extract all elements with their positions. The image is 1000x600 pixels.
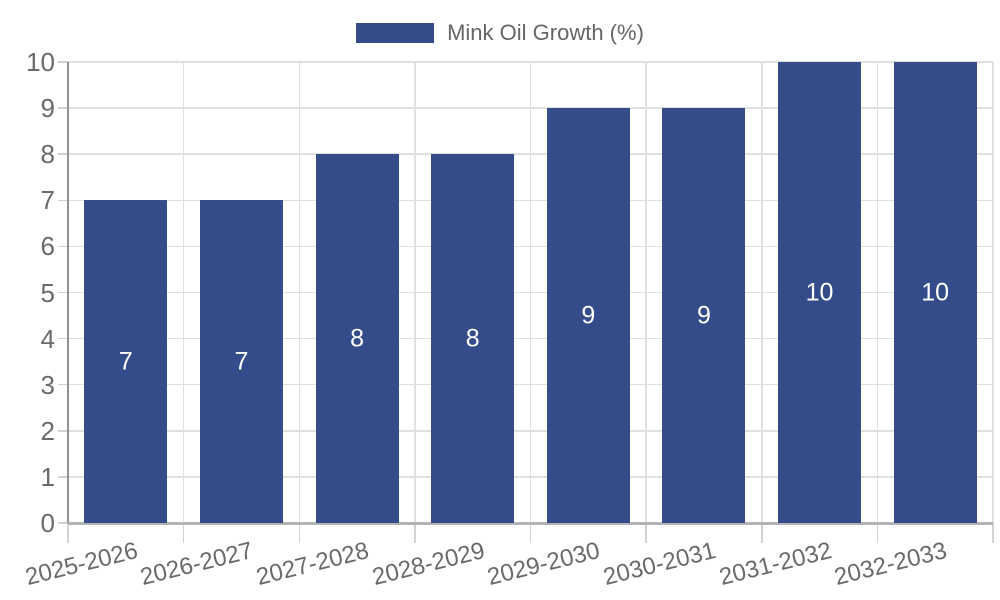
h-gridline (68, 291, 993, 294)
y-axis-tick (58, 337, 68, 340)
y-axis-line (67, 62, 69, 523)
y-axis-tick (58, 153, 68, 155)
h-gridline (68, 430, 993, 432)
y-axis-tick (58, 522, 68, 524)
y-axis-tick (58, 245, 68, 248)
bar-value-label: 7 (118, 347, 133, 376)
bar: 9 (546, 108, 630, 523)
y-axis-tick (58, 291, 68, 294)
y-tick-label: 10 (26, 47, 55, 77)
y-tick-label: 4 (40, 323, 55, 354)
y-tick-label: 9 (40, 93, 55, 124)
bar: 7 (199, 200, 283, 523)
y-axis-tick (58, 61, 68, 63)
bar: 9 (662, 108, 746, 523)
x-axis-tick (645, 523, 647, 543)
v-gridline (992, 62, 994, 523)
legend-label[interactable]: Mink Oil Growth (%) (447, 20, 644, 45)
h-gridline (68, 245, 993, 248)
y-tick-label: 2 (40, 415, 55, 446)
x-axis-tick (529, 523, 532, 543)
bar-value-label: 7 (234, 347, 249, 376)
y-tick-label: 3 (40, 369, 55, 400)
bar-value-label: 9 (696, 301, 711, 330)
legend: Mink Oil Growth (%) (0, 21, 1000, 45)
h-gridline (68, 107, 993, 109)
y-tick-label: 8 (40, 139, 55, 170)
y-axis-tick (58, 383, 68, 386)
bar-value-label: 10 (805, 278, 834, 306)
h-gridline (68, 61, 993, 63)
bar-value-label: 9 (581, 301, 596, 330)
h-gridline (68, 383, 993, 386)
x-axis-tick (876, 523, 879, 543)
bar: 10 (893, 62, 977, 523)
y-tick-label: 1 (40, 461, 55, 492)
y-tick-label: 7 (40, 185, 55, 216)
x-axis-tick (992, 523, 994, 543)
y-axis-tick (58, 107, 68, 109)
x-axis-tick (67, 523, 69, 543)
y-axis-tick (58, 476, 68, 478)
x-axis-tick (182, 523, 185, 543)
bar: 8 (431, 154, 515, 523)
x-axis-tick (761, 523, 763, 543)
h-gridline (68, 476, 993, 478)
legend-swatch[interactable] (356, 23, 435, 43)
h-gridline (68, 337, 993, 340)
bar: 8 (315, 154, 399, 523)
bar-value-label: 8 (350, 324, 365, 353)
bar-value-label: 10 (921, 278, 950, 306)
x-axis-line (68, 522, 993, 525)
bar-value-label: 8 (465, 324, 480, 353)
x-axis-tick (298, 523, 300, 543)
y-axis-tick (58, 199, 68, 202)
h-gridline (68, 153, 993, 155)
y-tick-label: 6 (40, 231, 55, 262)
h-gridline (68, 199, 993, 202)
y-axis-tick (58, 430, 68, 432)
bar: 7 (84, 200, 168, 523)
bar: 10 (778, 62, 862, 523)
y-tick-label: 0 (40, 508, 55, 538)
y-tick-label: 5 (40, 277, 55, 308)
x-axis-tick (414, 523, 416, 543)
